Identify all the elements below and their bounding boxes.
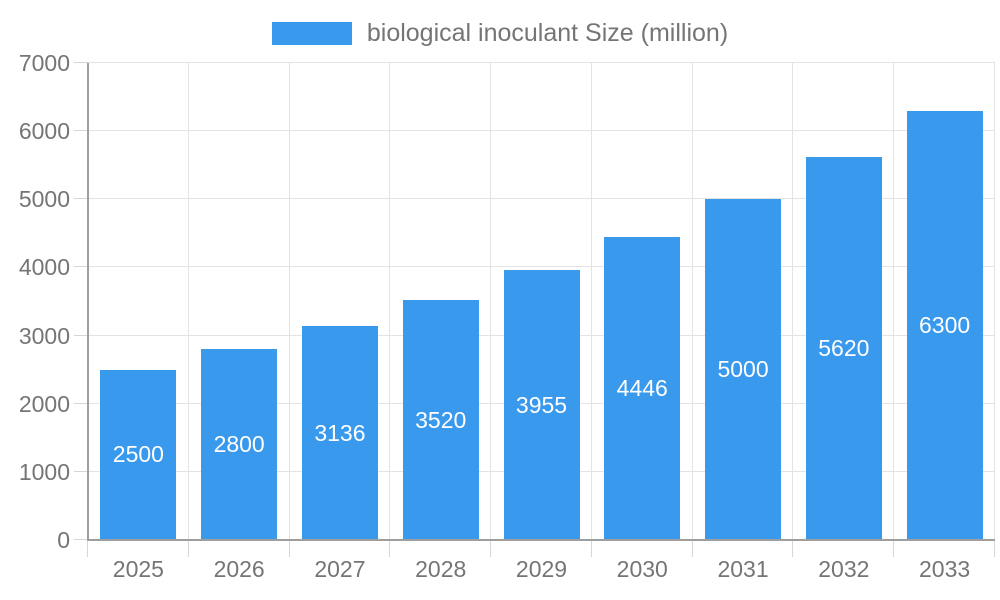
v-gridline [187,63,189,540]
x-axis-tick-label: 2031 [717,556,769,582]
bar: 4446 [604,237,681,540]
x-axis-tick-label: 2029 [515,556,568,582]
h-gridline [88,62,995,63]
bar: 3955 [503,270,580,540]
y-axis-tick-label: 7000 [18,50,70,76]
y-axis-tick-label: 6000 [18,118,70,145]
x-tick [87,540,88,557]
bar-value-label: 5000 [717,356,769,383]
v-gridline [288,63,290,540]
y-tick [74,470,88,472]
bar-value-label: 3520 [415,406,467,433]
x-axis-tick-label: 2028 [415,556,467,582]
bar: 3136 [301,326,378,540]
y-axis-tick-label: 5000 [18,186,70,213]
v-gridline [691,63,693,540]
bar-value-label: 3136 [314,419,366,446]
x-axis-tick-label: 2030 [616,556,668,582]
legend-swatch [271,22,352,45]
x-tick [490,540,492,557]
x-axis-tick-label: 2026 [213,556,265,582]
y-tick [74,402,88,404]
bar-value-label: 2500 [112,441,164,468]
x-tick [288,540,290,557]
bar-value-label: 6300 [919,311,971,338]
x-axis-line [87,539,995,541]
y-tick [74,334,88,336]
v-gridline [490,63,492,540]
h-gridline [88,130,995,132]
x-tick [994,540,995,557]
bar: 3520 [402,300,479,540]
bar: 6300 [906,110,983,540]
bar: 5620 [805,157,882,540]
x-tick [187,540,189,557]
v-gridline [893,63,895,540]
y-axis-tick-label: 3000 [18,322,70,349]
y-tick [74,539,88,540]
h-gridline [88,266,995,268]
x-axis-tick-label: 2027 [314,556,366,582]
bar-value-label: 3955 [515,391,568,418]
x-tick [893,540,895,557]
y-tick [74,62,88,63]
h-gridline [88,198,995,200]
x-axis-tick-label: 2033 [919,556,971,582]
y-tick [74,130,88,132]
bar: 2500 [100,369,177,540]
v-gridline [590,63,592,540]
bar-value-label: 5620 [818,335,870,361]
y-axis-tick-label: 2000 [18,390,70,417]
y-axis-tick-label: 0 [57,527,70,553]
legend: biological inoculant Size (million) [0,19,1000,48]
bar-value-label: 2800 [213,431,265,458]
x-axis-tick-label: 2025 [112,556,164,582]
y-axis-tick-label: 1000 [18,458,70,485]
x-tick [389,540,391,557]
x-tick [691,540,693,557]
bar-value-label: 4446 [616,375,668,401]
x-tick [792,540,794,557]
v-gridline [389,63,391,540]
v-gridline [994,63,995,540]
y-axis-line [87,63,89,540]
legend-label: biological inoculant Size (million) [366,19,729,47]
v-gridline [792,63,794,540]
bar: 5000 [705,199,782,540]
bar: 2800 [201,349,278,540]
x-tick [590,540,592,557]
x-axis-tick-label: 2032 [818,556,870,582]
y-tick [74,266,88,268]
y-axis-tick-label: 4000 [18,254,70,281]
y-tick [74,198,88,200]
